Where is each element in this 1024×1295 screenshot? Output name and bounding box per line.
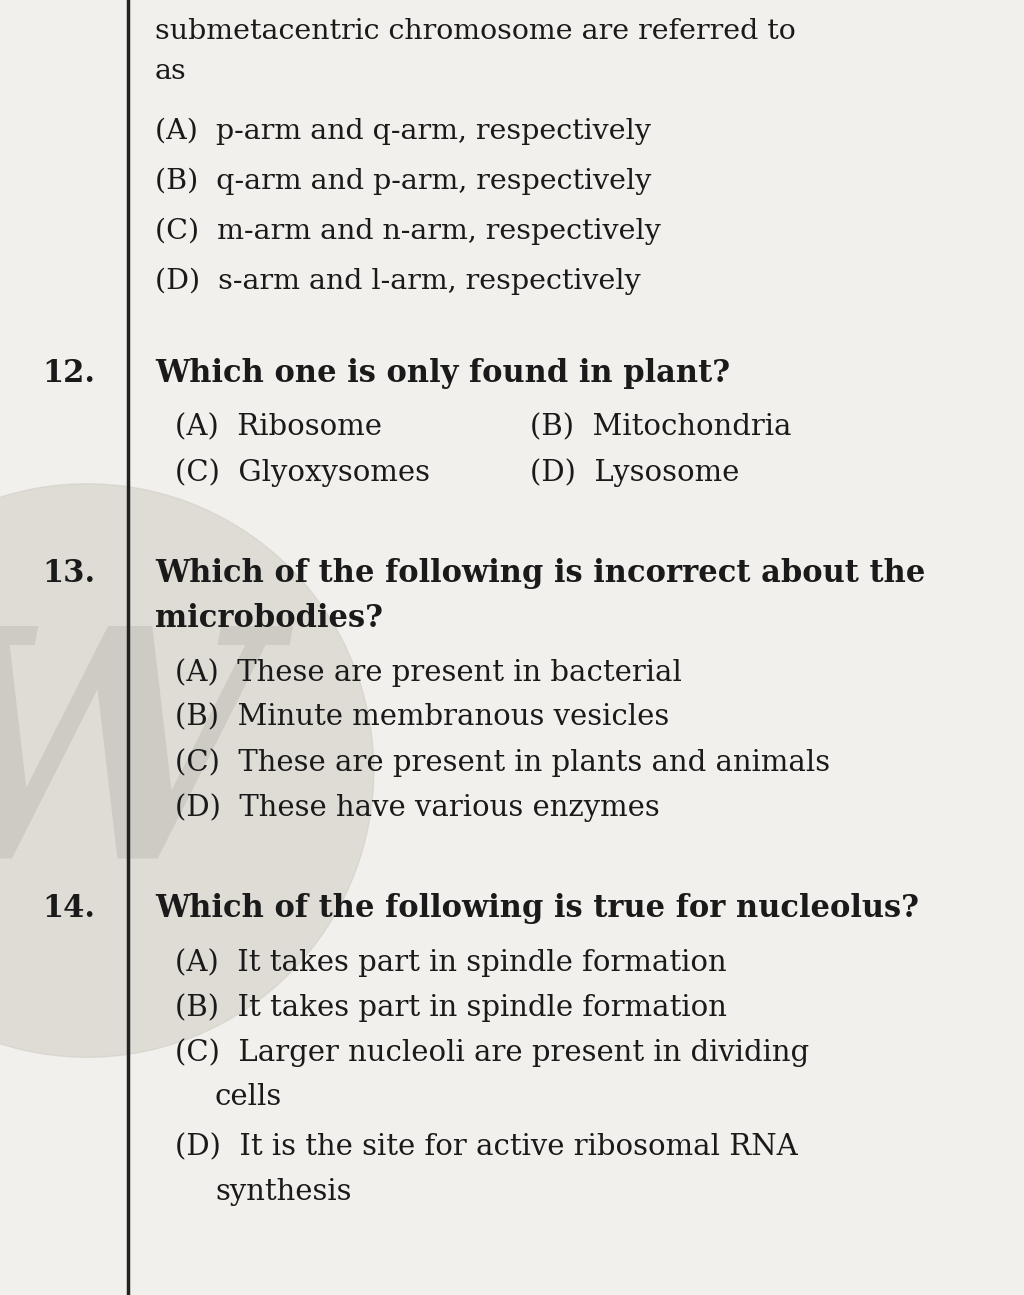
Text: (C)  Larger nucleoli are present in dividing: (C) Larger nucleoli are present in divid… — [175, 1039, 809, 1067]
Text: (A)  p-arm and q-arm, respectively: (A) p-arm and q-arm, respectively — [155, 118, 651, 145]
Text: (C)  Glyoxysomes: (C) Glyoxysomes — [175, 458, 430, 487]
Text: as: as — [155, 58, 186, 85]
Text: (B)  Mitochondria: (B) Mitochondria — [530, 413, 792, 442]
Text: (C)  These are present in plants and animals: (C) These are present in plants and anim… — [175, 749, 830, 777]
Text: (D)  Lysosome: (D) Lysosome — [530, 458, 739, 487]
Text: (C)  m-arm and n-arm, respectively: (C) m-arm and n-arm, respectively — [155, 218, 660, 245]
Text: (D)  It is the site for active ribosomal RNA: (D) It is the site for active ribosomal … — [175, 1133, 798, 1162]
Text: submetacentric chromosome are referred to: submetacentric chromosome are referred t… — [155, 18, 796, 45]
Text: 12.: 12. — [42, 357, 95, 388]
Text: 13.: 13. — [42, 558, 95, 589]
Text: Which of the following is true for nucleolus?: Which of the following is true for nucle… — [155, 894, 919, 925]
Text: (B)  q-arm and p-arm, respectively: (B) q-arm and p-arm, respectively — [155, 168, 651, 196]
Text: 14.: 14. — [42, 894, 95, 925]
Text: synthesis: synthesis — [215, 1178, 351, 1206]
Text: (D)  These have various enzymes: (D) These have various enzymes — [175, 793, 659, 822]
Text: (B)  It takes part in spindle formation: (B) It takes part in spindle formation — [175, 993, 727, 1022]
Text: (A)  These are present in bacterial: (A) These are present in bacterial — [175, 658, 682, 686]
Text: cells: cells — [215, 1083, 283, 1111]
Text: (A)  It takes part in spindle formation: (A) It takes part in spindle formation — [175, 948, 727, 976]
Text: microbodies?: microbodies? — [155, 603, 383, 635]
Text: (D)  s-arm and l-arm, respectively: (D) s-arm and l-arm, respectively — [155, 268, 641, 295]
Text: Which one is only found in plant?: Which one is only found in plant? — [155, 357, 730, 388]
Text: Which of the following is incorrect about the: Which of the following is incorrect abou… — [155, 558, 926, 589]
Polygon shape — [0, 484, 374, 1057]
Text: W: W — [0, 616, 266, 925]
Text: (A)  Ribosome: (A) Ribosome — [175, 413, 382, 442]
Text: (B)  Minute membranous vesicles: (B) Minute membranous vesicles — [175, 703, 670, 730]
